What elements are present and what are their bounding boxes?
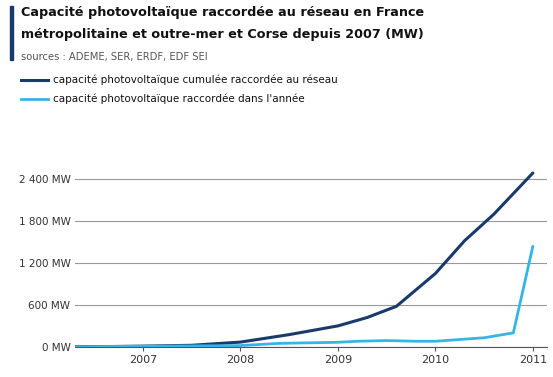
Text: capacité photovoltaïque raccordée dans l'année: capacité photovoltaïque raccordée dans l… — [53, 93, 305, 104]
Text: métropolitaine et outre-mer et Corse depuis 2007 (MW): métropolitaine et outre-mer et Corse dep… — [21, 28, 424, 41]
Text: sources : ADEME, SER, ERDF, EDF SEI: sources : ADEME, SER, ERDF, EDF SEI — [21, 52, 207, 62]
Text: Capacité photovoltaïque raccordée au réseau en France: Capacité photovoltaïque raccordée au rés… — [21, 6, 424, 18]
Text: capacité photovoltaïque cumulée raccordée au réseau: capacité photovoltaïque cumulée raccordé… — [53, 75, 338, 85]
